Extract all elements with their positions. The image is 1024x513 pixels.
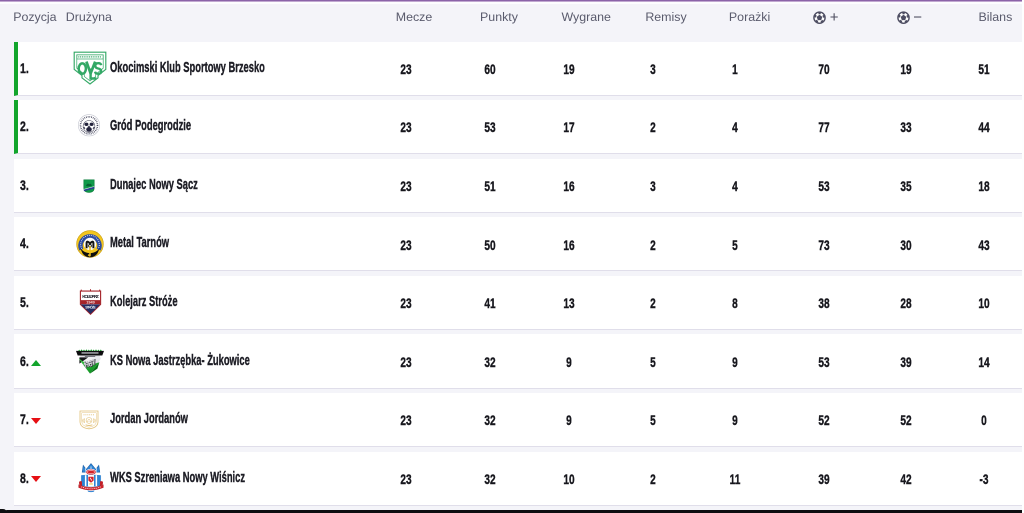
svg-text:1949: 1949 xyxy=(86,301,95,305)
svg-text:KOLEJARZ: KOLEJARZ xyxy=(82,294,99,299)
svg-text:STRÓŻE: STRÓŻE xyxy=(85,305,96,310)
